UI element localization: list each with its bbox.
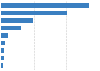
Bar — [1, 48, 4, 53]
Bar — [1, 56, 4, 60]
Bar — [1, 11, 67, 15]
Bar — [1, 41, 5, 45]
Bar — [1, 18, 33, 23]
Bar — [1, 63, 3, 68]
Bar — [1, 33, 8, 38]
Bar — [1, 3, 89, 8]
Bar — [1, 26, 21, 30]
